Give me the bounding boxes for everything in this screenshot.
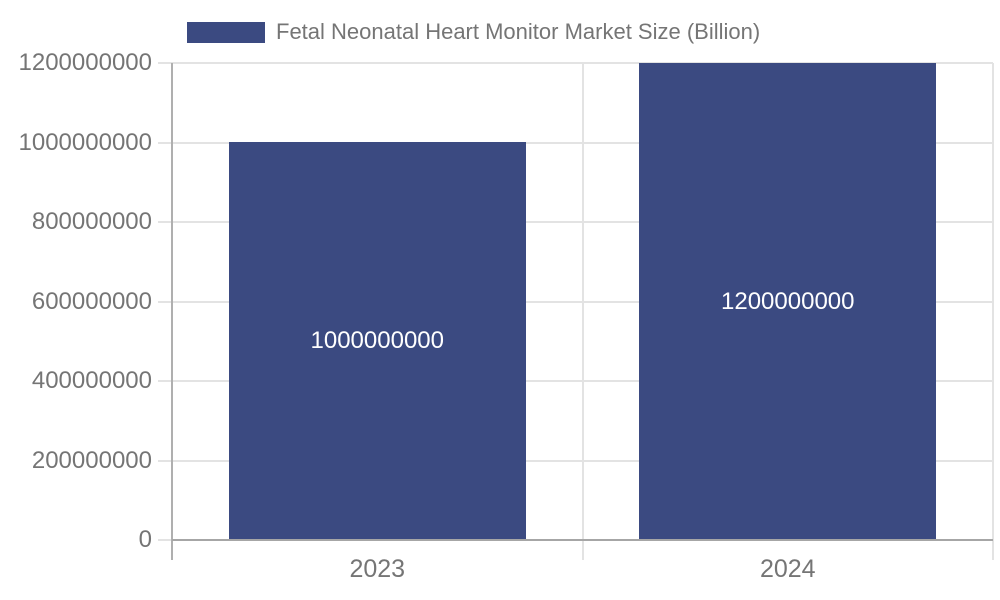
bar[interactable] xyxy=(229,142,526,540)
y-tick-label: 200000000 xyxy=(31,447,152,474)
legend-swatch xyxy=(187,21,265,43)
category-boundary-line xyxy=(992,63,994,560)
y-axis-tick xyxy=(158,539,172,541)
y-axis-tick xyxy=(158,301,172,303)
y-tick-label: 0 xyxy=(138,526,152,553)
category-boundary-line xyxy=(582,63,584,560)
y-tick-label: 400000000 xyxy=(31,367,152,394)
y-tick-label: 800000000 xyxy=(31,208,152,235)
legend-label: Fetal Neonatal Heart Monitor Market Size… xyxy=(276,19,761,44)
y-axis-tick xyxy=(158,380,172,382)
y-axis-tick xyxy=(158,221,172,223)
x-tick-label: 2023 xyxy=(349,555,406,583)
bar-value-label: 1000000000 xyxy=(310,327,444,354)
y-tick-label: 600000000 xyxy=(31,288,152,315)
bar-value-label: 1200000000 xyxy=(721,288,855,315)
legend-item[interactable]: Fetal Neonatal Heart Monitor Market Size… xyxy=(187,21,760,43)
y-axis-line xyxy=(171,63,173,560)
x-tick-label: 2024 xyxy=(759,555,816,583)
x-axis-line xyxy=(172,539,993,541)
y-tick-label: 1200000000 xyxy=(18,49,152,76)
y-axis-tick xyxy=(158,460,172,462)
y-tick-label: 1000000000 xyxy=(18,129,152,156)
y-axis-tick xyxy=(158,142,172,144)
bar[interactable] xyxy=(639,63,936,540)
y-axis-tick xyxy=(158,62,172,64)
